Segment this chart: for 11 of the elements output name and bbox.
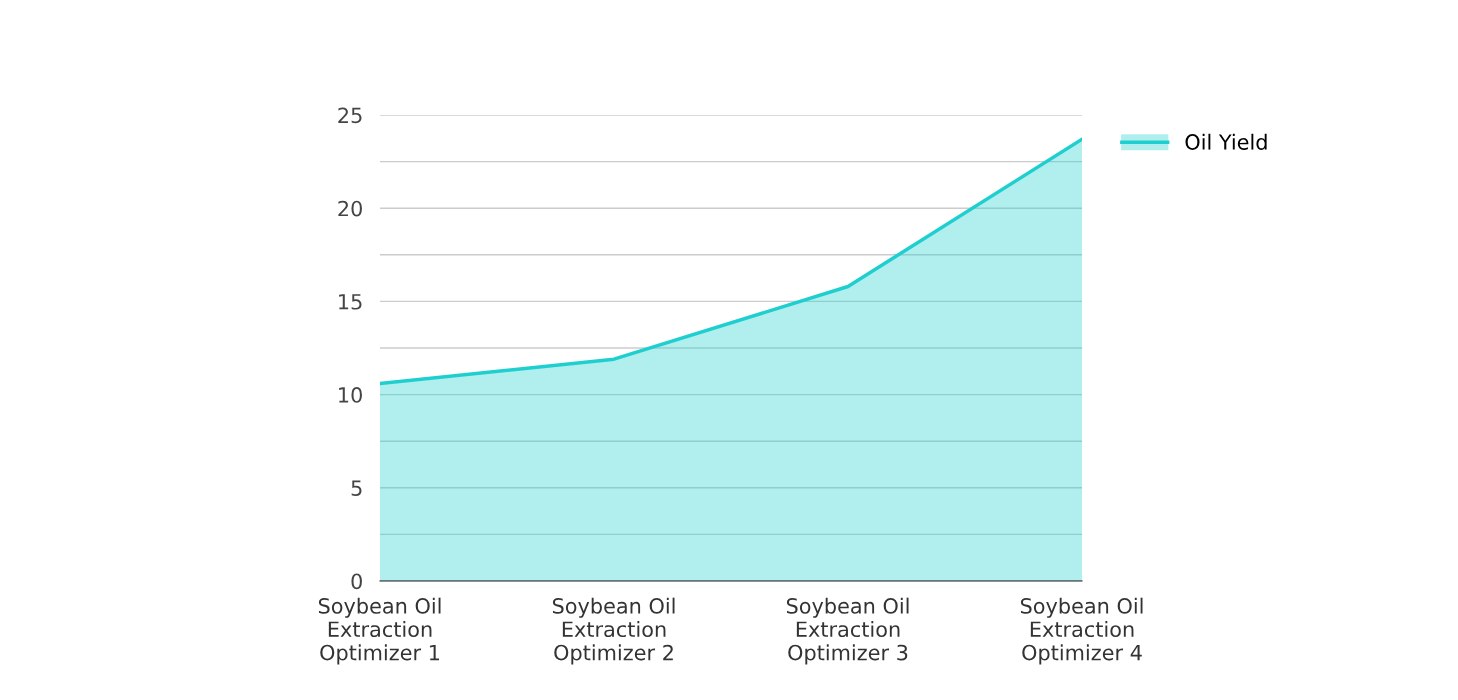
- y-tick-label: 25: [338, 107, 362, 124]
- x-tick-label: Soybean Oil Extraction Optimizer 3: [786, 597, 909, 665]
- x-tick-label: Soybean Oil Extraction Optimizer 1: [318, 597, 441, 665]
- legend-label: Oil Yield: [1185, 133, 1267, 150]
- x-tick-label: Soybean Oil Extraction Optimizer 4: [1020, 597, 1143, 665]
- x-tick-label: Soybean Oil Extraction Optimizer 2: [552, 597, 675, 665]
- y-tick-label: 0: [351, 573, 362, 590]
- y-tick-label: 5: [351, 480, 362, 497]
- y-tick-label: 20: [338, 200, 362, 217]
- y-tick-label: 15: [339, 294, 362, 310]
- y-tick-label: 10: [339, 387, 362, 403]
